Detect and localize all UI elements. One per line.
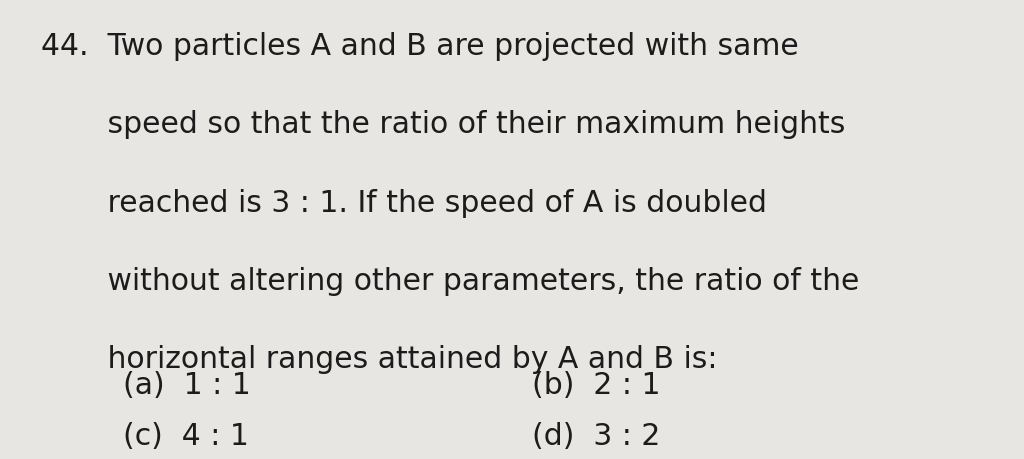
Text: (d)  3 : 2: (d) 3 : 2 <box>532 421 660 450</box>
Text: reached is 3 : 1. If the speed of A is doubled: reached is 3 : 1. If the speed of A is d… <box>41 188 767 217</box>
Text: 44.  Two particles A and B are projected with same: 44. Two particles A and B are projected … <box>41 32 799 61</box>
Text: (c)  4 : 1: (c) 4 : 1 <box>123 421 249 450</box>
Text: (a)  1 : 1: (a) 1 : 1 <box>123 370 251 399</box>
Text: horizontal ranges attained by A and B is:: horizontal ranges attained by A and B is… <box>41 344 718 373</box>
Text: without altering other parameters, the ratio of the: without altering other parameters, the r… <box>41 266 859 295</box>
Text: (b)  2 : 1: (b) 2 : 1 <box>532 370 660 399</box>
Text: speed so that the ratio of their maximum heights: speed so that the ratio of their maximum… <box>41 110 846 139</box>
